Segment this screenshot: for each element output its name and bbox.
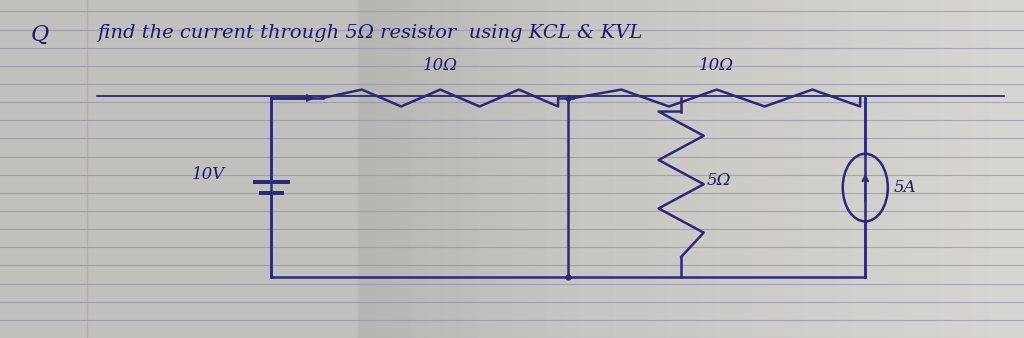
Bar xyxy=(51,0,69,338)
Bar xyxy=(120,0,136,338)
Bar xyxy=(410,0,427,338)
Bar xyxy=(717,0,734,338)
Text: 10V: 10V xyxy=(193,166,225,183)
Bar xyxy=(853,0,870,338)
Bar xyxy=(563,0,581,338)
Bar xyxy=(581,0,597,338)
Bar xyxy=(205,0,222,338)
Bar xyxy=(222,0,239,338)
Bar xyxy=(939,0,955,338)
Bar xyxy=(256,0,273,338)
Bar xyxy=(376,0,392,338)
Text: Q: Q xyxy=(31,24,49,46)
Bar xyxy=(683,0,699,338)
Bar xyxy=(648,0,666,338)
Text: 10Ω: 10Ω xyxy=(423,57,458,74)
Bar xyxy=(443,0,461,338)
Bar xyxy=(17,0,34,338)
Bar xyxy=(392,0,410,338)
Bar xyxy=(955,0,973,338)
Bar xyxy=(34,0,51,338)
Bar xyxy=(239,0,256,338)
Bar xyxy=(154,0,171,338)
Bar xyxy=(990,0,1007,338)
Bar xyxy=(734,0,751,338)
Bar xyxy=(1007,0,1024,338)
Text: find the current through 5Ω resistor  using KCL & KVL: find the current through 5Ω resistor usi… xyxy=(97,24,643,42)
Bar xyxy=(666,0,683,338)
Bar xyxy=(187,0,205,338)
Text: 5A: 5A xyxy=(894,179,916,196)
Bar xyxy=(273,0,290,338)
Bar xyxy=(495,0,512,338)
Bar xyxy=(922,0,939,338)
Bar xyxy=(819,0,837,338)
Bar xyxy=(341,0,358,338)
Bar xyxy=(171,0,187,338)
Bar xyxy=(597,0,614,338)
Bar xyxy=(85,0,102,338)
Bar xyxy=(307,0,325,338)
Bar xyxy=(837,0,853,338)
Bar xyxy=(785,0,802,338)
Bar xyxy=(461,0,478,338)
Bar xyxy=(0,0,17,338)
Bar xyxy=(751,0,768,338)
Bar xyxy=(512,0,529,338)
Bar xyxy=(973,0,990,338)
Bar xyxy=(802,0,819,338)
Text: 5Ω: 5Ω xyxy=(707,172,731,189)
Bar xyxy=(478,0,495,338)
Bar xyxy=(768,0,785,338)
Bar xyxy=(632,0,648,338)
Text: 10Ω: 10Ω xyxy=(699,57,734,74)
Bar xyxy=(546,0,563,338)
Bar xyxy=(699,0,717,338)
Bar xyxy=(290,0,307,338)
Bar xyxy=(427,0,443,338)
Bar xyxy=(870,0,888,338)
Bar xyxy=(888,0,904,338)
Bar xyxy=(358,0,376,338)
Bar xyxy=(136,0,154,338)
Bar xyxy=(614,0,632,338)
Bar xyxy=(69,0,85,338)
Bar xyxy=(102,0,120,338)
Bar xyxy=(325,0,341,338)
Bar xyxy=(529,0,546,338)
Bar xyxy=(904,0,922,338)
